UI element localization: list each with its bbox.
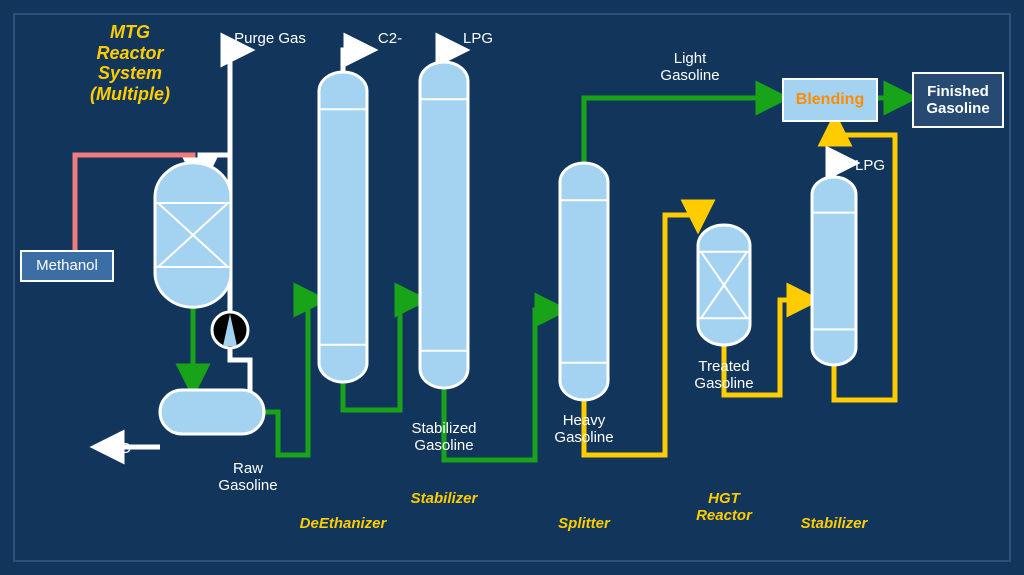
lpg-top-label: LPG [463, 30, 493, 47]
deethanizer-label: DeEthanizer [300, 515, 387, 532]
finished-gasoline-text: Finished Gasoline [926, 83, 989, 118]
blending-text: Blending [796, 91, 864, 109]
h2o-label: H₂O [103, 440, 131, 457]
process-flow-diagram: MTG Reactor System (Multiple) Purge Gas … [0, 0, 1024, 575]
splitter-label: Splitter [558, 515, 610, 532]
treated-gasoline-label: Treated Gasoline [694, 358, 753, 393]
raw-gasoline-label: Raw Gasoline [218, 460, 277, 495]
hgt-reactor-label: HGT Reactor [696, 490, 752, 525]
methanol-text: Methanol [36, 257, 98, 274]
finished-gasoline-box: Finished Gasoline [912, 72, 1004, 128]
mtg-title: MTG Reactor System (Multiple) [90, 22, 170, 105]
stabilizer-label: Stabilizer [411, 490, 478, 507]
c2-label: C2- [378, 30, 402, 47]
light-gasoline-label: Light Gasoline [660, 50, 719, 85]
methanol-box: Methanol [20, 250, 114, 282]
heavy-gasoline-label: Heavy Gasoline [554, 412, 613, 447]
stabilized-gasoline-label: Stabilized Gasoline [411, 420, 476, 455]
purge-gas-label: Purge Gas [234, 30, 306, 47]
blending-box: Blending [782, 78, 878, 122]
stabilizer2-label: Stabilizer [801, 515, 868, 532]
lpg-right-label: LPG [855, 157, 885, 174]
